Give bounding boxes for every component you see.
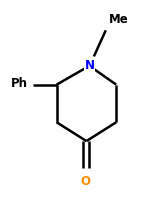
Text: N: N	[84, 59, 94, 72]
Text: O: O	[81, 175, 91, 188]
Text: Me: Me	[109, 13, 129, 26]
Text: Ph: Ph	[11, 77, 28, 90]
